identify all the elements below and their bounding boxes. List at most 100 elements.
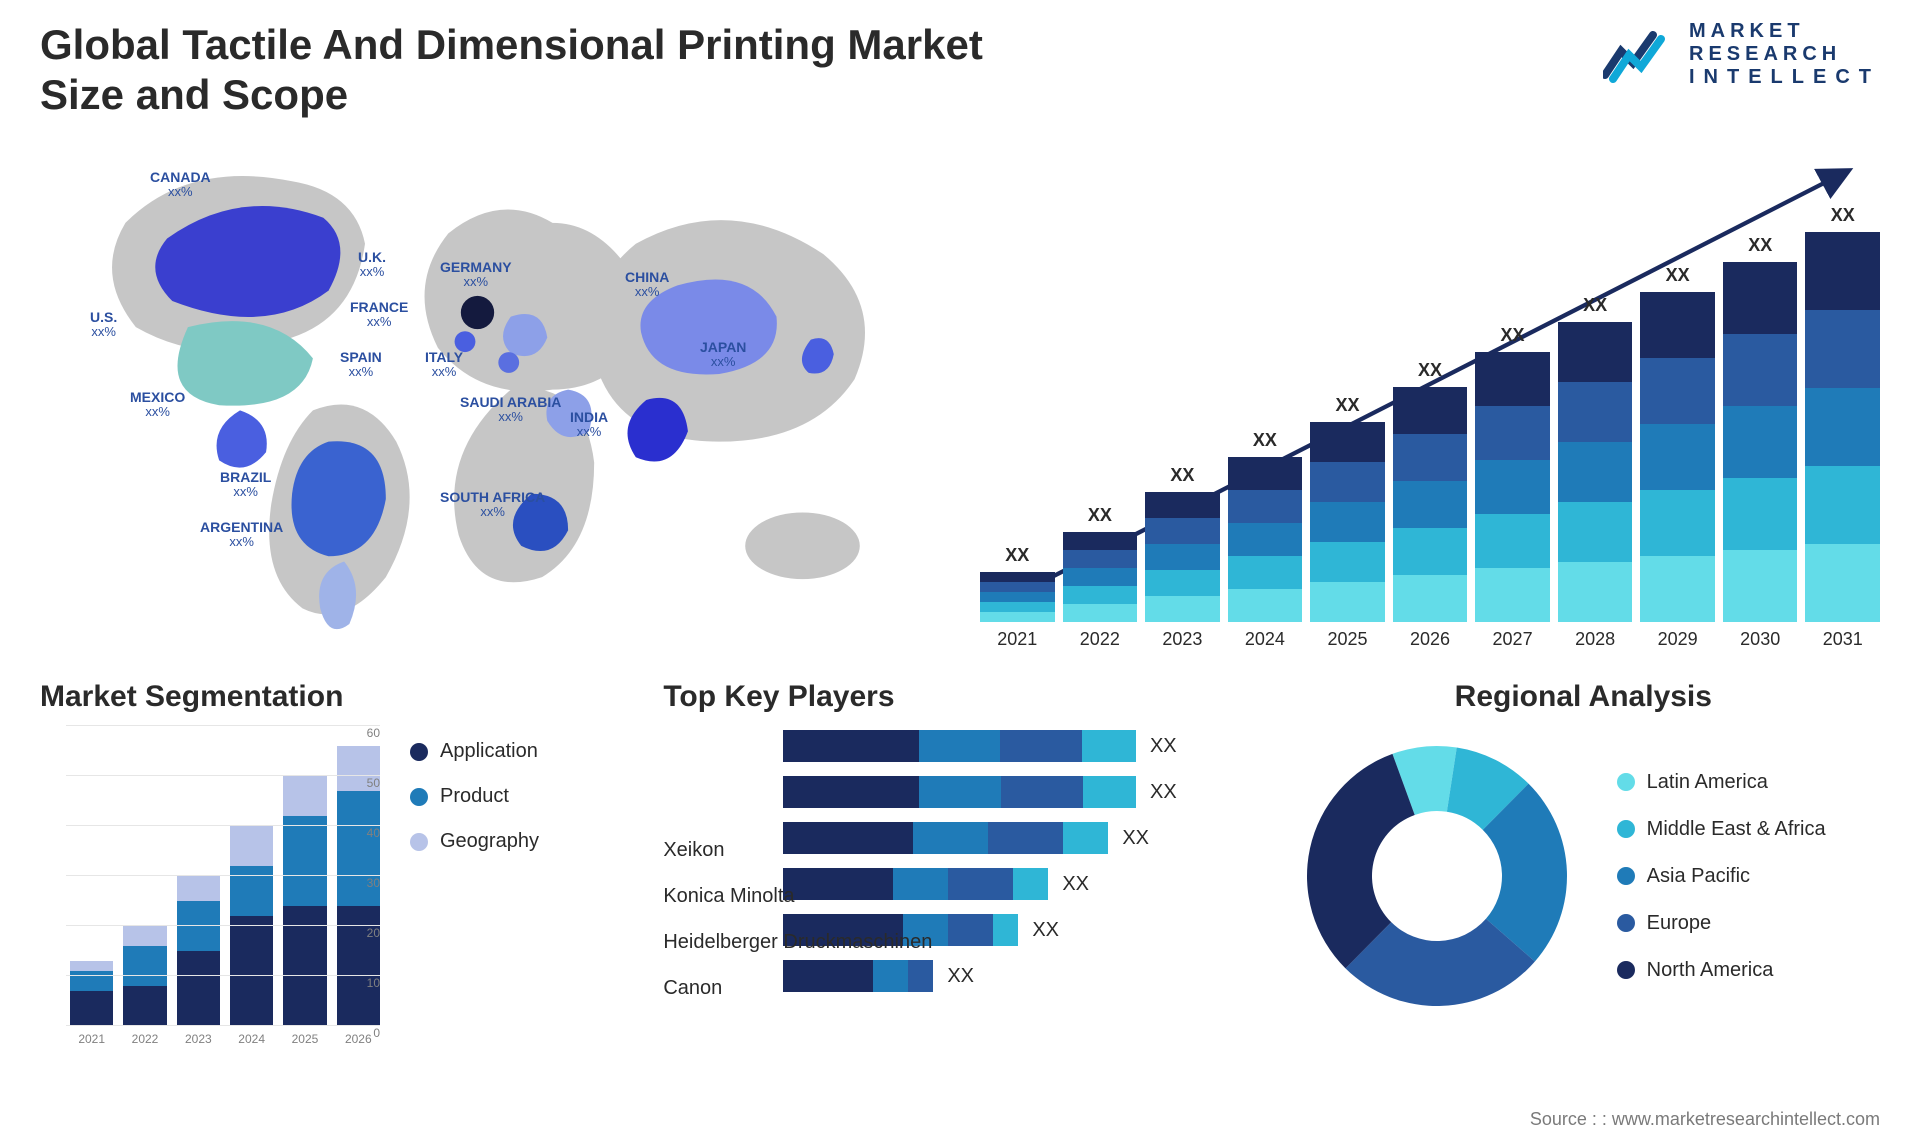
growth-bar-segment bbox=[1393, 575, 1468, 622]
growth-bar-segment bbox=[1228, 490, 1303, 523]
map-label: U.K.xx% bbox=[358, 250, 386, 280]
growth-bar: XX bbox=[1723, 235, 1798, 622]
growth-bar-segment bbox=[1723, 406, 1798, 478]
map-label: ITALYxx% bbox=[425, 350, 463, 380]
growth-bar-segment bbox=[980, 592, 1055, 602]
source-text: Source : : www.marketresearchintellect.c… bbox=[1530, 1109, 1880, 1130]
growth-bar-segment bbox=[1475, 460, 1550, 514]
growth-bar-segment bbox=[1063, 586, 1138, 604]
growth-bar-segment bbox=[1310, 502, 1385, 542]
key-player-bar: XX bbox=[783, 730, 1176, 762]
key-player-bar-segment bbox=[783, 730, 919, 762]
growth-value-label: XX bbox=[1005, 545, 1029, 566]
key-player-bar: XX bbox=[783, 776, 1176, 808]
growth-bar-segment bbox=[1393, 387, 1468, 434]
key-player-label: Konica Minolta bbox=[663, 880, 932, 912]
map-label: FRANCExx% bbox=[350, 300, 408, 330]
legend-swatch bbox=[1617, 867, 1635, 885]
seg-y-tick: 10 bbox=[367, 976, 380, 990]
growth-value-label: XX bbox=[1170, 465, 1194, 486]
key-players-panel: Top Key Players XXXXXXXXXXXX XeikonKonic… bbox=[663, 680, 1256, 1080]
segmentation-bar bbox=[123, 926, 166, 1026]
growth-bar-segment bbox=[1640, 556, 1715, 622]
map-label: MEXICOxx% bbox=[130, 390, 185, 420]
segmentation-bar-segment bbox=[230, 826, 273, 866]
growth-bar-segment bbox=[1805, 544, 1880, 622]
legend-item: Asia Pacific bbox=[1617, 865, 1826, 888]
key-player-value: XX bbox=[1122, 827, 1149, 850]
segmentation-x-tick: 2022 bbox=[123, 1032, 166, 1046]
growth-bar-segment bbox=[1310, 582, 1385, 622]
growth-x-tick: 2024 bbox=[1228, 629, 1303, 650]
growth-x-tick: 2023 bbox=[1145, 629, 1220, 650]
segmentation-bar-segment bbox=[123, 986, 166, 1026]
seg-y-tick: 40 bbox=[367, 826, 380, 840]
segmentation-bar bbox=[230, 826, 273, 1026]
growth-bar-segment bbox=[1393, 528, 1468, 575]
key-player-bar-segment bbox=[1013, 868, 1048, 900]
growth-bar-segment bbox=[1145, 596, 1220, 622]
map-label: JAPANxx% bbox=[700, 340, 746, 370]
growth-bar-segment bbox=[1558, 502, 1633, 562]
segmentation-bar-segment bbox=[337, 906, 380, 1026]
growth-x-tick: 2030 bbox=[1723, 629, 1798, 650]
legend-label: Product bbox=[440, 785, 509, 808]
legend-item: Europe bbox=[1617, 912, 1826, 935]
segmentation-bar-segment bbox=[123, 926, 166, 946]
key-players-title: Top Key Players bbox=[663, 680, 1256, 714]
growth-bar: XX bbox=[1393, 360, 1468, 622]
growth-bar-segment bbox=[1310, 462, 1385, 502]
map-label: ARGENTINAxx% bbox=[200, 520, 283, 550]
growth-value-label: XX bbox=[1335, 395, 1359, 416]
growth-bar: XX bbox=[1228, 430, 1303, 622]
key-player-label: Canon bbox=[663, 972, 932, 1004]
seg-y-tick: 20 bbox=[367, 926, 380, 940]
growth-bar-segment bbox=[1805, 310, 1880, 388]
key-player-value: XX bbox=[947, 965, 974, 988]
key-player-bar-segment bbox=[993, 914, 1018, 946]
map-label: INDIAxx% bbox=[570, 410, 608, 440]
segmentation-bar-segment bbox=[283, 816, 326, 906]
segmentation-bar-segment bbox=[283, 776, 326, 816]
map-label: CHINAxx% bbox=[625, 270, 669, 300]
growth-bar-segment bbox=[1558, 322, 1633, 382]
segmentation-bar-segment bbox=[123, 946, 166, 986]
growth-bar-segment bbox=[1475, 352, 1550, 406]
key-player-value: XX bbox=[1150, 781, 1177, 804]
segmentation-bar-segment bbox=[177, 901, 220, 951]
growth-bar-segment bbox=[1558, 382, 1633, 442]
growth-bar-segment bbox=[1640, 424, 1715, 490]
key-player-bar-segment bbox=[948, 868, 1013, 900]
legend-swatch bbox=[1617, 773, 1635, 791]
growth-bar-segment bbox=[1145, 492, 1220, 518]
key-player-bar-segment bbox=[1063, 822, 1108, 854]
key-player-bar-segment bbox=[1083, 776, 1136, 808]
growth-bar-segment bbox=[1475, 406, 1550, 460]
key-player-value: XX bbox=[1062, 873, 1089, 896]
key-player-bar-segment bbox=[988, 822, 1063, 854]
growth-bar-segment bbox=[1558, 562, 1633, 622]
logo-icon bbox=[1603, 25, 1677, 85]
growth-x-tick: 2021 bbox=[980, 629, 1055, 650]
growth-bar-segment bbox=[1723, 334, 1798, 406]
segmentation-chart: 202120222023202420252026 0102030405060 bbox=[40, 726, 380, 1046]
growth-x-tick: 2029 bbox=[1640, 629, 1715, 650]
growth-bar-segment bbox=[1805, 466, 1880, 544]
growth-bar-segment bbox=[1063, 550, 1138, 568]
growth-value-label: XX bbox=[1583, 295, 1607, 316]
growth-bar-segment bbox=[1145, 518, 1220, 544]
legend-swatch bbox=[1617, 961, 1635, 979]
growth-bar-segment bbox=[1475, 514, 1550, 568]
growth-bar-segment bbox=[1640, 490, 1715, 556]
growth-value-label: XX bbox=[1418, 360, 1442, 381]
key-player-bar-segment bbox=[919, 776, 1001, 808]
regional-title: Regional Analysis bbox=[1287, 680, 1880, 714]
growth-bar-segment bbox=[980, 582, 1055, 592]
key-player-bar-segment bbox=[1000, 730, 1081, 762]
growth-bar-segment bbox=[1393, 434, 1468, 481]
growth-bar-segment bbox=[1310, 542, 1385, 582]
legend-item: Product bbox=[410, 785, 539, 808]
logo-line1: MARKET bbox=[1689, 20, 1880, 43]
segmentation-bar-segment bbox=[283, 906, 326, 1026]
legend-item: Middle East & Africa bbox=[1617, 818, 1826, 841]
